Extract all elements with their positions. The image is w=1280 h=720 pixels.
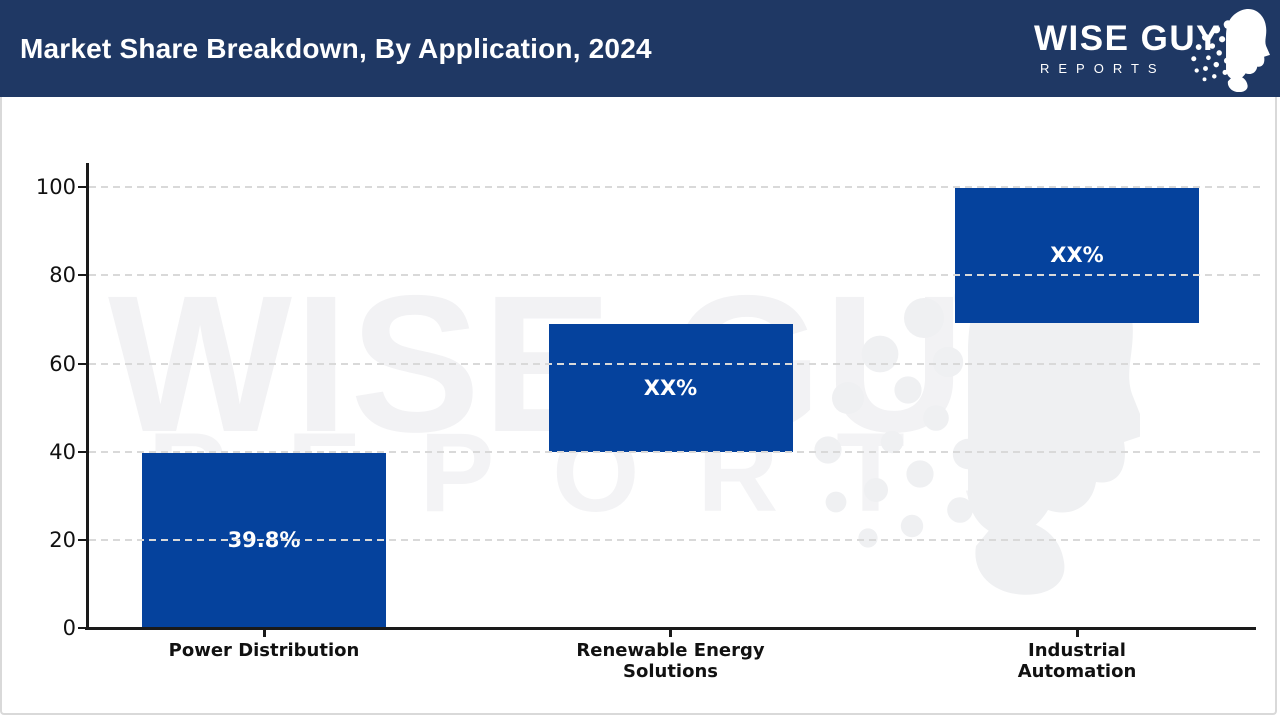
gridline-80	[89, 274, 1262, 277]
x-category-label-2: Industrial Automation	[927, 640, 1227, 682]
bar-value-label: XX%	[643, 375, 698, 400]
x-category-line: Renewable Energy	[576, 640, 765, 661]
gridline-100	[89, 186, 1262, 189]
y-tick-label-60: 60	[49, 351, 76, 376]
y-tick-label-40: 40	[49, 439, 76, 464]
y-tick-label-0: 0	[62, 616, 76, 640]
logo-head-dots-icon	[1191, 8, 1270, 92]
x-tick-2	[1075, 630, 1079, 637]
x-tick-1	[669, 630, 672, 637]
wiseguy-reports-logo: WISE GUY REPORTS	[1014, 4, 1272, 94]
y-tick-label-80: 80	[49, 263, 76, 288]
y-tick-20	[78, 538, 86, 541]
y-tick-label-20: 20	[49, 527, 76, 552]
gridline-40	[89, 450, 1262, 453]
y-tick-60	[78, 362, 86, 365]
y-tick-0	[78, 627, 86, 629]
x-category-line: Power Distribution	[168, 640, 360, 661]
gridline-20	[89, 538, 1262, 541]
logo-wordmark: WISE GUY	[1034, 19, 1222, 58]
y-tick-label-100: 100	[35, 175, 76, 200]
gridline-60	[89, 362, 1262, 365]
x-category-line: Automation	[1017, 661, 1137, 682]
logo-subtitle: REPORTS	[1040, 61, 1166, 76]
y-tick-40	[78, 450, 86, 453]
header-bar: Market Share Breakdown, By Application, …	[0, 0, 1280, 97]
x-category-label-0: Power Distribution	[114, 640, 414, 661]
x-category-line: Industrial	[1028, 640, 1126, 661]
bar-value-label: XX%	[1050, 243, 1104, 268]
bar-industrial-automation: XX%	[955, 188, 1199, 323]
y-tick-100	[78, 186, 86, 189]
x-tick-0	[262, 630, 266, 637]
plot-area: 39.8% XX% XX% 0 20 40 60 80 100 Power Distributio…	[0, 97, 1280, 720]
x-axis-line	[85, 627, 1256, 630]
y-axis-line	[86, 163, 89, 630]
bar-renewable-energy-solutions: XX%	[548, 323, 793, 452]
page-title: Market Share Breakdown, By Application, …	[20, 32, 652, 64]
y-tick-80	[78, 274, 86, 277]
logo-text: WISE GUY REPORTS	[1034, 19, 1222, 77]
x-category-label-1: Renewable Energy Solutions	[521, 640, 821, 682]
x-category-line: Solutions	[623, 661, 718, 682]
